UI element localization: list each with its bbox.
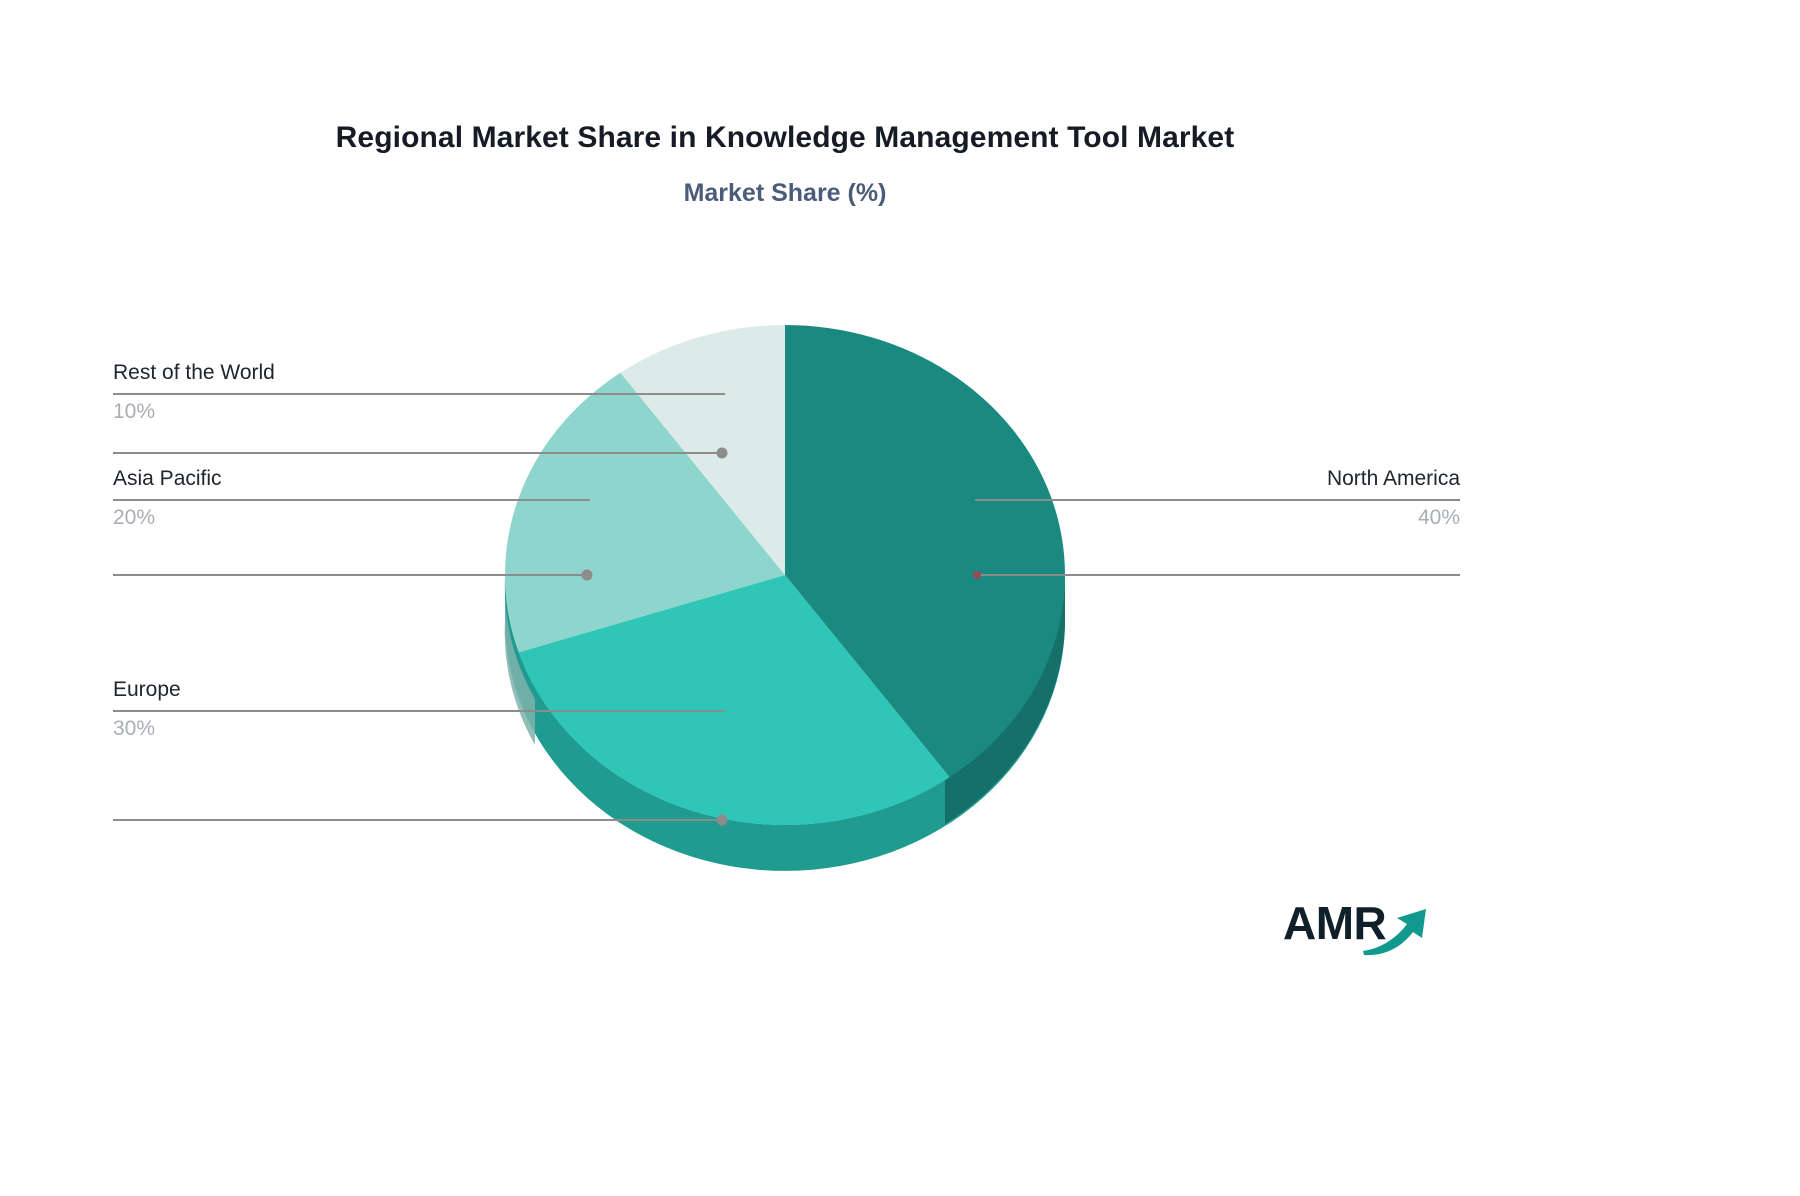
pie-depth-group [504, 575, 1065, 871]
callout-value-europe: 30% [113, 717, 156, 741]
title-block: Regional Market Share in Knowledge Manag… [0, 120, 1570, 208]
callout-north-america[interactable]: North America 40% [975, 466, 1460, 532]
chart-subtitle: Market Share (%) [683, 179, 887, 207]
callout-rule [113, 710, 725, 713]
pie-slice-rest-of-world[interactable] [620, 325, 785, 575]
growth-arrow-icon [1363, 909, 1426, 956]
page-title: Regional Market Share in Knowledge Manag… [335, 121, 1235, 154]
pie-side-europe [505, 575, 1065, 871]
callout-rest-of-world[interactable]: Rest of the World 10% [113, 360, 725, 426]
callout-asia-pacific[interactable]: Asia Pacific 20% [113, 466, 590, 532]
pie-side-north-america [785, 575, 1065, 824]
amr-logo-wordmark: AMR [1283, 897, 1387, 949]
callout-value-north-america: 40% [1417, 506, 1460, 530]
pie-slice-europe[interactable] [518, 575, 950, 825]
callout-europe[interactable]: Europe 30% [113, 677, 725, 743]
callout-rule [975, 499, 1460, 502]
callout-label-asia-pacific: Asia Pacific [113, 467, 222, 490]
pie-slice-north-america[interactable] [785, 325, 1065, 778]
amr-logo-svg: AMR [1283, 897, 1426, 956]
callout-label-north-america: North America [1326, 467, 1460, 490]
callout-label-rest-of-world: Rest of the World [113, 361, 275, 384]
pie-chart [480, 300, 1100, 871]
callout-label-europe: Europe [113, 678, 181, 701]
pie-slice-asia-pacific[interactable] [504, 372, 785, 653]
amr-logo[interactable]: AMR [1283, 893, 1443, 963]
pie-side-asia-pacific [504, 575, 535, 745]
pie-chart-svg [504, 325, 1065, 871]
callout-value-rest-of-world: 10% [113, 400, 156, 424]
callout-value-asia-pacific: 20% [113, 506, 156, 530]
callout-rule [113, 499, 590, 502]
callout-rule [113, 393, 725, 396]
